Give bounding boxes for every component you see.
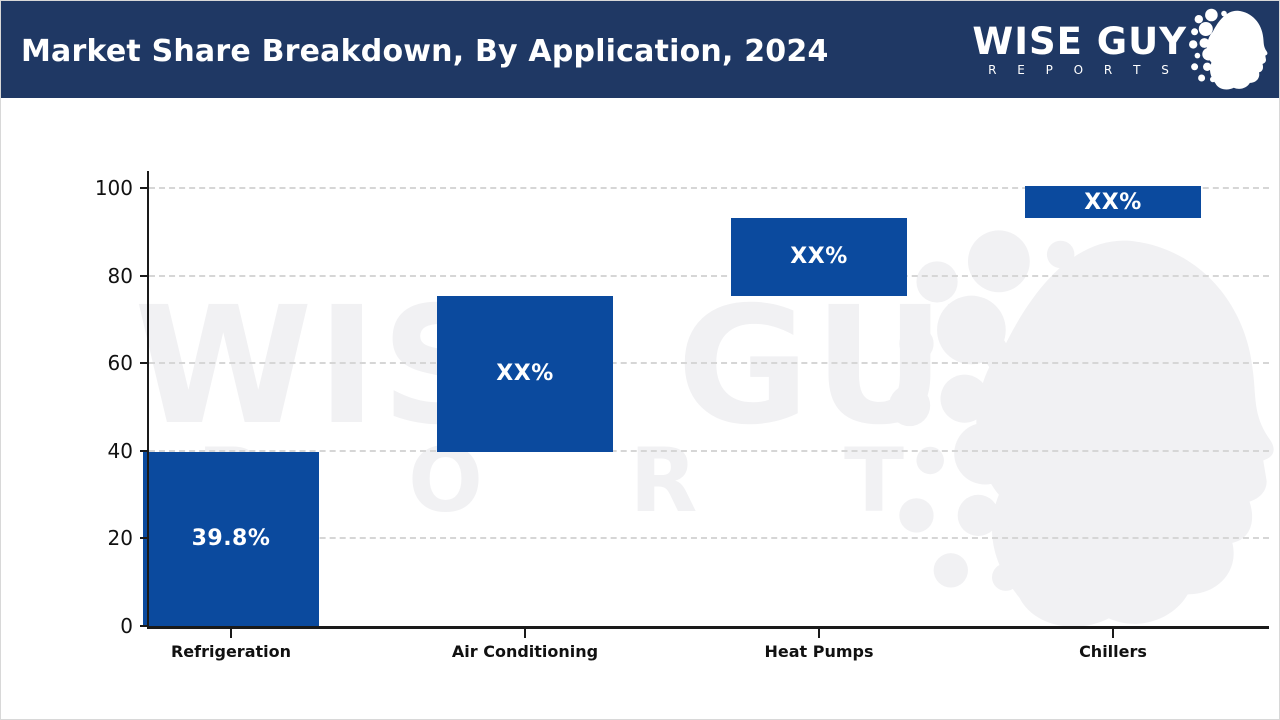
x-category-label: Heat Pumps xyxy=(764,642,874,661)
logo-text: WISE GUY R E P O R T S xyxy=(972,20,1187,78)
y-tick-label: 80 xyxy=(107,263,133,288)
waterfall-bar-chillers: XX% xyxy=(1025,186,1201,218)
gridline-20 xyxy=(149,537,1269,540)
gridline-100 xyxy=(149,187,1269,189)
y-tick-label: 0 xyxy=(120,614,133,638)
gridline-80 xyxy=(149,274,1269,277)
x-tick-mark xyxy=(818,629,820,638)
y-tick-mark xyxy=(140,187,149,189)
logo-title: WISE GUY xyxy=(972,20,1187,63)
x-category-label: Chillers xyxy=(1079,642,1147,661)
wise-guy-reports-logo: WISE GUY R E P O R T S xyxy=(972,6,1273,94)
x-tick-mark xyxy=(1112,629,1114,638)
waterfall-bar-refrigeration: 39.8% xyxy=(143,451,319,626)
waterfall-bar-heat-pumps: XX% xyxy=(731,217,907,297)
y-tick-label: 20 xyxy=(107,526,133,551)
waterfall-bar-air-conditioning: XX% xyxy=(437,296,613,452)
y-tick-label: 100 xyxy=(94,176,133,200)
y-tick-mark xyxy=(140,449,149,452)
logo-subtitle: R E P O R T S xyxy=(988,63,1178,77)
y-tick-mark xyxy=(140,274,149,277)
page-title: Market Share Breakdown, By Application, … xyxy=(21,34,829,69)
y-tick-mark xyxy=(140,362,149,365)
watermark-head-icon xyxy=(889,223,1280,643)
logo-head-icon xyxy=(1189,8,1273,92)
y-tick-mark xyxy=(140,537,149,540)
y-tick-mark xyxy=(140,625,149,627)
bar-value-label: 39.8% xyxy=(191,526,271,552)
bar-value-label: XX% xyxy=(1084,189,1142,215)
gridline-40 xyxy=(149,449,1269,452)
header-bar: Market Share Breakdown, By Application, … xyxy=(1,1,1279,98)
y-tick-label: 40 xyxy=(107,438,133,463)
x-tick-mark xyxy=(230,629,232,638)
bar-value-label: XX% xyxy=(790,244,848,270)
y-axis-line xyxy=(147,171,149,628)
x-axis-line xyxy=(147,626,1269,629)
gridline-60 xyxy=(149,362,1269,365)
x-category-label: Air Conditioning xyxy=(451,642,599,661)
x-category-label: Refrigeration xyxy=(170,642,291,661)
x-tick-mark xyxy=(524,629,526,638)
bar-value-label: XX% xyxy=(496,361,554,387)
y-tick-label: 60 xyxy=(107,351,133,376)
